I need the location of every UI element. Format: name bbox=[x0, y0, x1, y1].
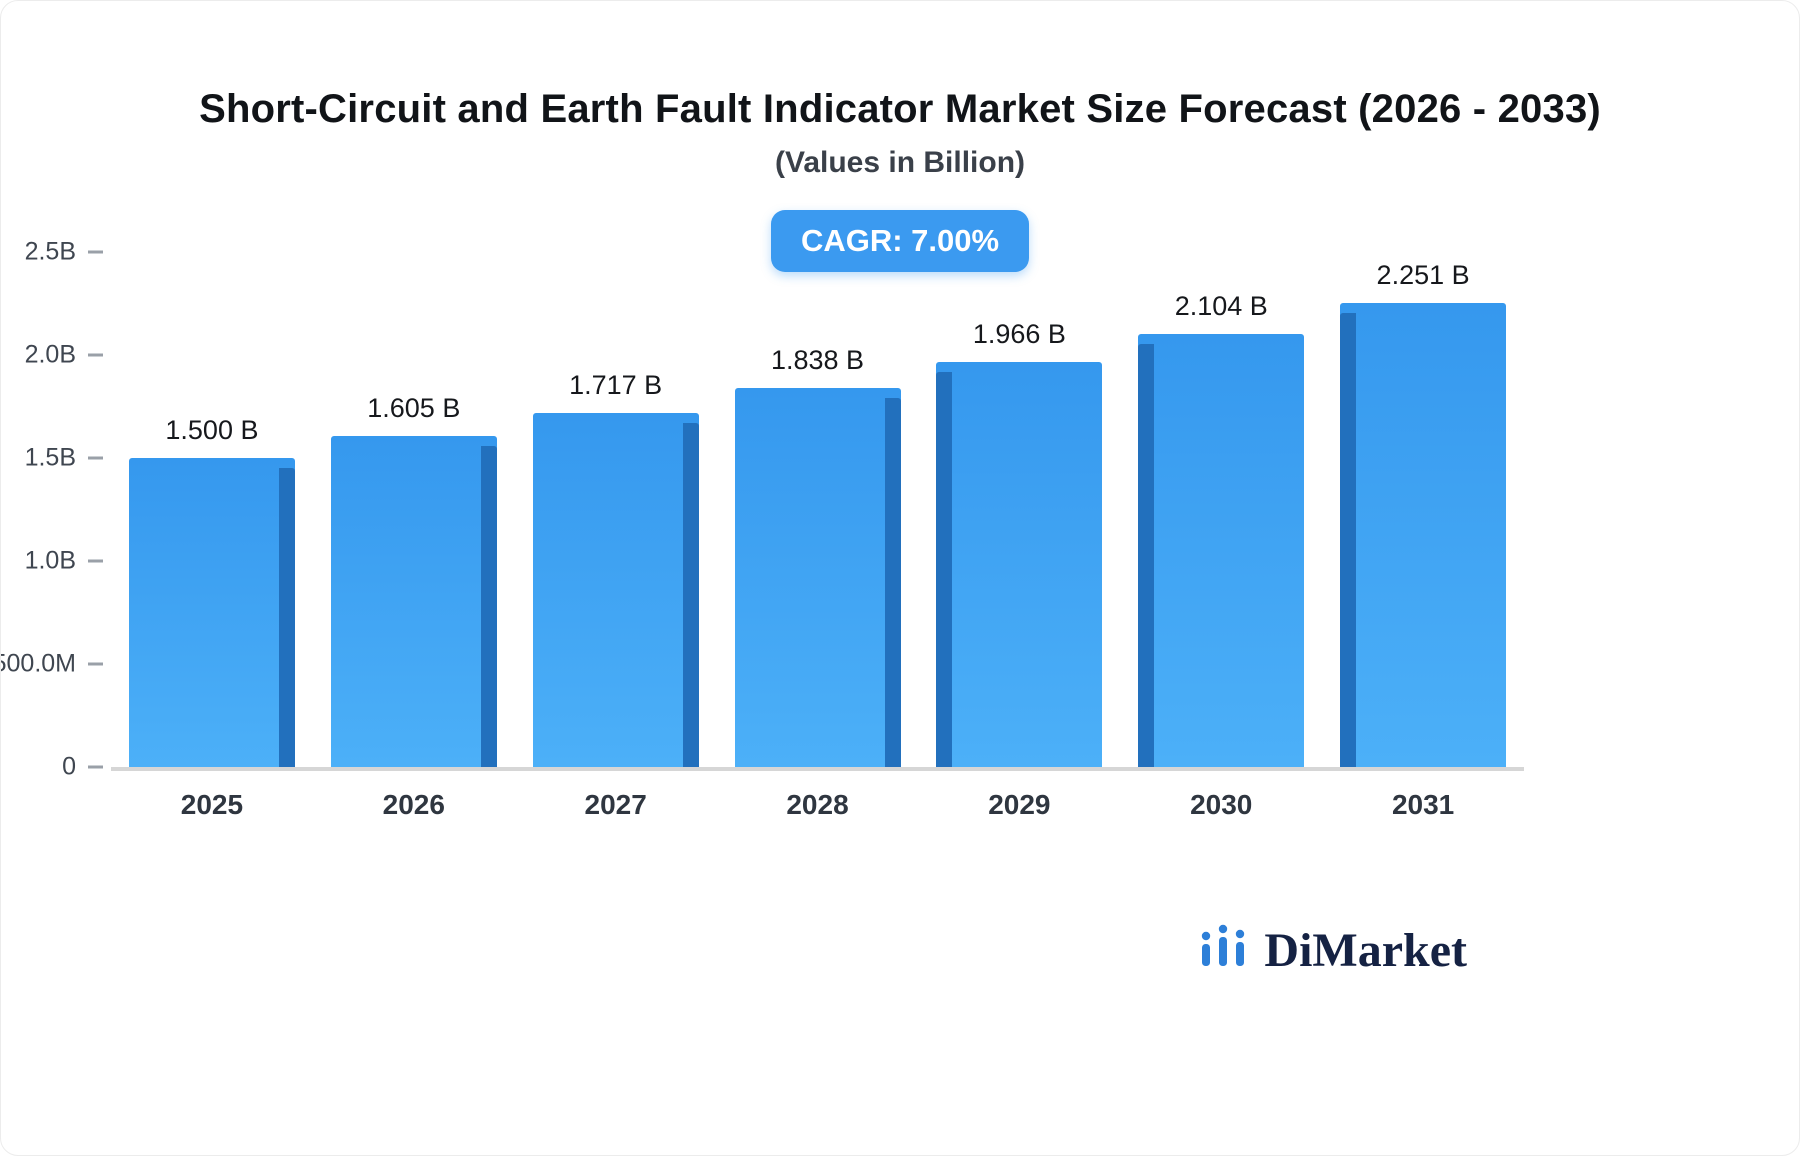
x-axis-label: 2029 bbox=[988, 789, 1051, 820]
x-axis-label: 2030 bbox=[1190, 789, 1253, 820]
bar bbox=[330, 436, 497, 767]
x-axis-labels: 2025 2026 2027 2028 2029 2030 2031 bbox=[111, 789, 1524, 821]
bar bbox=[128, 458, 295, 767]
bar bbox=[1138, 333, 1305, 768]
bar-value-label: 1.500 B bbox=[165, 415, 259, 445]
y-tick-label: 1.0B bbox=[24, 546, 76, 575]
bar bbox=[734, 388, 901, 767]
cagr-badge: CAGR: 7.00% bbox=[770, 210, 1030, 272]
bar-column: 1.605 B bbox=[313, 252, 515, 767]
bar-column: 1.717 B bbox=[515, 252, 717, 767]
y-tick: 2.0B bbox=[25, 341, 111, 370]
y-tick-mark bbox=[88, 559, 103, 563]
y-tick-label: 0 bbox=[62, 752, 76, 781]
y-tick-mark bbox=[88, 765, 103, 769]
x-axis-label: 2025 bbox=[180, 789, 244, 820]
y-tick: 0 bbox=[62, 753, 111, 782]
chart-subtitle: (Values in Billion) bbox=[774, 146, 1026, 179]
y-tick-label: 2.0B bbox=[24, 340, 76, 369]
bar-column: 2.251 B bbox=[1322, 252, 1524, 767]
bar-column: 1.838 B bbox=[717, 252, 919, 767]
x-axis-label: 2026 bbox=[382, 789, 445, 820]
y-tick: 1.0B bbox=[25, 547, 111, 576]
y-tick-mark bbox=[88, 456, 103, 460]
y-tick-label: 2.5B bbox=[24, 237, 76, 266]
x-axis-label: 2031 bbox=[1391, 789, 1455, 820]
y-tick-mark bbox=[88, 353, 103, 357]
bar-value-label: 2.251 B bbox=[1376, 260, 1470, 291]
logo: DiMarket bbox=[1198, 920, 1467, 975]
y-tick-mark bbox=[88, 662, 103, 666]
y-tick-label: 500.0M bbox=[0, 649, 76, 678]
cagr-badge-row: CAGR: 7.00% bbox=[1, 210, 1799, 272]
chart-area: 1.500 B 1.605 B 1.717 B 1.838 B 1.966 B 2.104… bbox=[1, 238, 1799, 821]
logo-text: DiMarket bbox=[1264, 924, 1467, 977]
plot-area: 1.500 B 1.605 B 1.717 B 1.838 B 1.966 B 2.104… bbox=[1, 238, 1524, 781]
y-tick-mark bbox=[88, 250, 103, 254]
bar-value-label: 1.838 B bbox=[770, 345, 865, 376]
chart-title: Short-Circuit and Earth Fault Indicator … bbox=[199, 87, 1601, 131]
bar bbox=[1340, 303, 1507, 767]
y-tick: 1.5B bbox=[25, 444, 111, 473]
bar bbox=[532, 413, 699, 767]
dimarket-logo-icon bbox=[1198, 920, 1250, 975]
y-tick: 500.0M bbox=[0, 649, 111, 679]
bar-value-label: 1.717 B bbox=[569, 370, 663, 401]
bar-column: 1.500 B bbox=[111, 252, 313, 767]
bar bbox=[936, 362, 1103, 767]
bar-column: 1.966 B bbox=[918, 252, 1120, 767]
bar-value-label: 1.966 B bbox=[972, 319, 1066, 350]
bar-value-label: 1.605 B bbox=[367, 393, 461, 424]
bar-value-label: 2.104 B bbox=[1174, 290, 1268, 321]
y-tick: 2.5B bbox=[25, 238, 111, 267]
x-axis-label: 2028 bbox=[786, 789, 849, 820]
bar-column: 2.104 B bbox=[1120, 252, 1322, 768]
x-axis-label: 2027 bbox=[584, 789, 647, 820]
y-tick-label: 1.5B bbox=[24, 443, 76, 472]
